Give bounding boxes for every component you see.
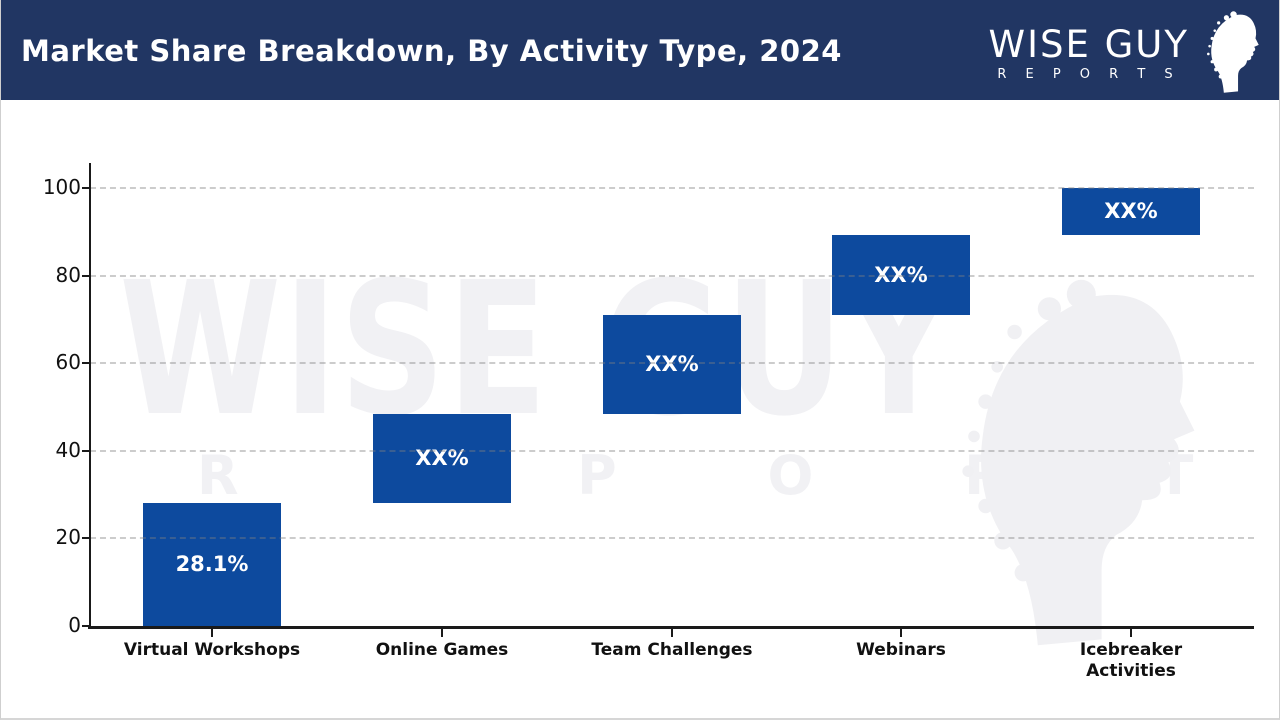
wise-guy-reports-logo: WISE GUY R E P O R T S (989, 8, 1267, 94)
y-axis-line (89, 163, 91, 629)
gridline-y60 (90, 362, 1254, 365)
bar-value-label: XX% (645, 352, 699, 377)
x-axis-tick-mark (441, 629, 443, 637)
y-axis-tick-mark (82, 362, 90, 365)
bar-value-label: XX% (1104, 199, 1158, 224)
bar-value-label: XX% (874, 262, 928, 287)
y-axis-tick-label: 100 (42, 175, 81, 199)
bar-icebreaker-activities: XX% (1062, 188, 1200, 235)
bar-webinars: XX% (832, 234, 970, 315)
category-label-5: Icebreaker Activities (1079, 640, 1183, 682)
y-axis-tick-mark (82, 449, 90, 452)
logo-wiseguy-label: WISE GUY (988, 23, 1189, 66)
plot-area: 0 20 40 60 80 100 28.1% XX% XX% XX% XX% Virtual Wor… (1, 100, 1279, 718)
logo-head-icon (1207, 11, 1259, 93)
y-axis-tick-label: 40 (55, 437, 81, 462)
bar-value-label: XX% (415, 446, 469, 471)
y-axis-tick-label: 80 (55, 262, 81, 287)
header-band: Market Share Breakdown, By Activity Type… (1, 0, 1279, 100)
y-axis-tick-mark (82, 625, 90, 627)
y-axis-tick-mark (82, 187, 90, 189)
gridline-y20 (90, 537, 1254, 540)
x-axis-line (88, 626, 1254, 629)
y-axis-tick-mark (82, 537, 90, 540)
logo-reports-label: R E P O R T S (997, 66, 1181, 82)
x-axis-tick-mark (1130, 629, 1132, 637)
category-label-4: Webinars (856, 640, 946, 660)
bar-online-games: XX% (373, 414, 511, 503)
category-label-3: Team Challenges (591, 640, 753, 660)
y-axis-tick-label: 0 (68, 613, 81, 637)
bar-value-label: 28.1% (175, 552, 249, 577)
bar-virtual-workshops: 28.1% (143, 502, 281, 626)
gridline-y40 (90, 449, 1254, 452)
gridline-y100 (90, 187, 1254, 189)
logo-text: WISE GUY R E P O R T S (988, 23, 1189, 82)
gridline-y80 (90, 274, 1254, 277)
bar-team-challenges: XX% (603, 314, 741, 414)
chart-title: Market Share Breakdown, By Activity Type… (21, 34, 842, 68)
y-axis-tick-mark (82, 274, 90, 277)
x-axis-tick-mark (900, 629, 902, 637)
category-label-1: Virtual Workshops (123, 640, 301, 660)
y-axis-tick-label: 60 (55, 350, 81, 375)
x-axis-tick-mark (671, 629, 673, 637)
x-axis-tick-mark (211, 629, 213, 637)
category-label-2: Online Games (375, 640, 509, 660)
y-axis-tick-label: 20 (55, 525, 81, 550)
